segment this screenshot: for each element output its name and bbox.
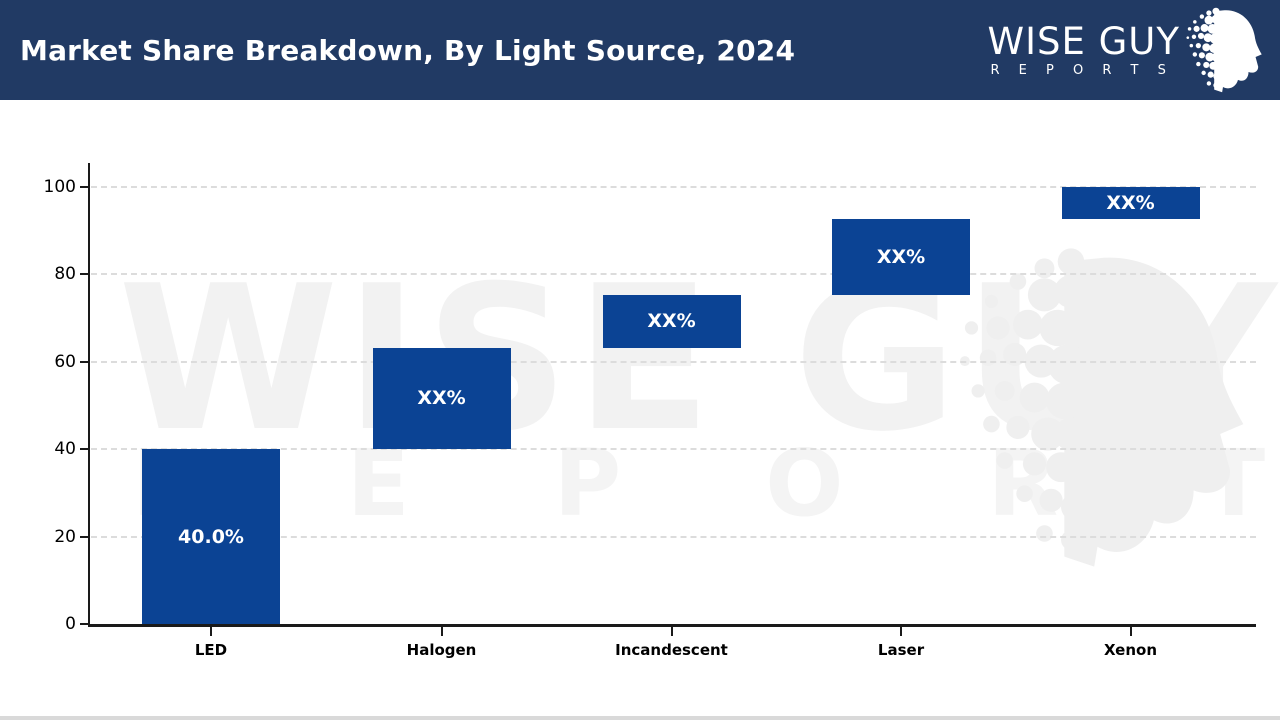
ytick-mark-40 xyxy=(80,448,89,450)
ytick-mark-80 xyxy=(80,273,89,275)
ytick-label-100: 100 xyxy=(43,176,76,197)
xtick-mark-led xyxy=(210,627,212,636)
ytick-label-80: 80 xyxy=(54,264,76,284)
ytick-mark-20 xyxy=(80,535,89,538)
bar-xenon xyxy=(1061,186,1200,220)
xtick-mark-incandescent xyxy=(670,627,673,636)
xtick-mark-laser xyxy=(900,627,902,636)
ytick-label-0: 0 xyxy=(65,614,76,634)
category-label-xenon: Xenon xyxy=(1104,641,1157,659)
logo-head-icon xyxy=(1186,7,1262,93)
category-label-laser: Laser xyxy=(877,641,925,659)
bar-incandescent xyxy=(602,295,741,348)
bar-label-laser: XX% xyxy=(876,246,926,269)
category-label-halogen: Halogen xyxy=(406,641,477,659)
ytick-mark-60 xyxy=(80,360,89,363)
ytick-label-20: 20 xyxy=(54,526,76,547)
gridline-20 xyxy=(91,535,1256,538)
ytick-label-60: 60 xyxy=(54,351,76,372)
category-label-incandescent: Incandescent xyxy=(615,641,728,659)
logo-wordmark-line2: R E P O R T S xyxy=(990,62,1174,78)
xtick-mark-halogen xyxy=(440,627,443,636)
gridline-40 xyxy=(91,448,1256,450)
waterfall-chart: 0 20 40 60 80 100 LED Halogen Incandescent Laser X… xyxy=(0,100,1280,716)
x-axis-line xyxy=(88,624,1256,627)
logo-wordmark-line1: WISE GUY xyxy=(987,19,1180,63)
gridline-60 xyxy=(91,360,1256,363)
bar-led xyxy=(142,449,280,624)
chart-area: WISE GUY R E P O R T S xyxy=(0,100,1280,716)
ytick-label-40: 40 xyxy=(54,439,76,459)
bar-label-xenon: XX% xyxy=(1106,191,1155,214)
bar-label-led: 40.0% xyxy=(178,525,244,548)
header-band: Market Share Breakdown, By Light Source,… xyxy=(0,0,1280,100)
wiseguy-logo: WISE GUY R E P O R T S xyxy=(988,6,1264,94)
ytick-mark-0 xyxy=(80,623,89,625)
gridline-80 xyxy=(91,273,1256,275)
chart-title: Market Share Breakdown, By Light Source,… xyxy=(20,33,796,67)
bar-halogen xyxy=(372,347,511,449)
bar-label-incandescent: XX% xyxy=(647,310,696,333)
logo-wordmark: WISE GUY R E P O R T S xyxy=(988,23,1180,78)
y-axis-line xyxy=(88,163,90,627)
bottom-border xyxy=(0,716,1280,720)
bar-label-halogen: XX% xyxy=(417,387,466,410)
xtick-mark-xenon xyxy=(1129,627,1132,636)
gridline-100 xyxy=(91,185,1256,188)
category-label-led: LED xyxy=(194,641,228,659)
bar-laser xyxy=(832,219,970,296)
ytick-mark-100 xyxy=(80,185,89,188)
